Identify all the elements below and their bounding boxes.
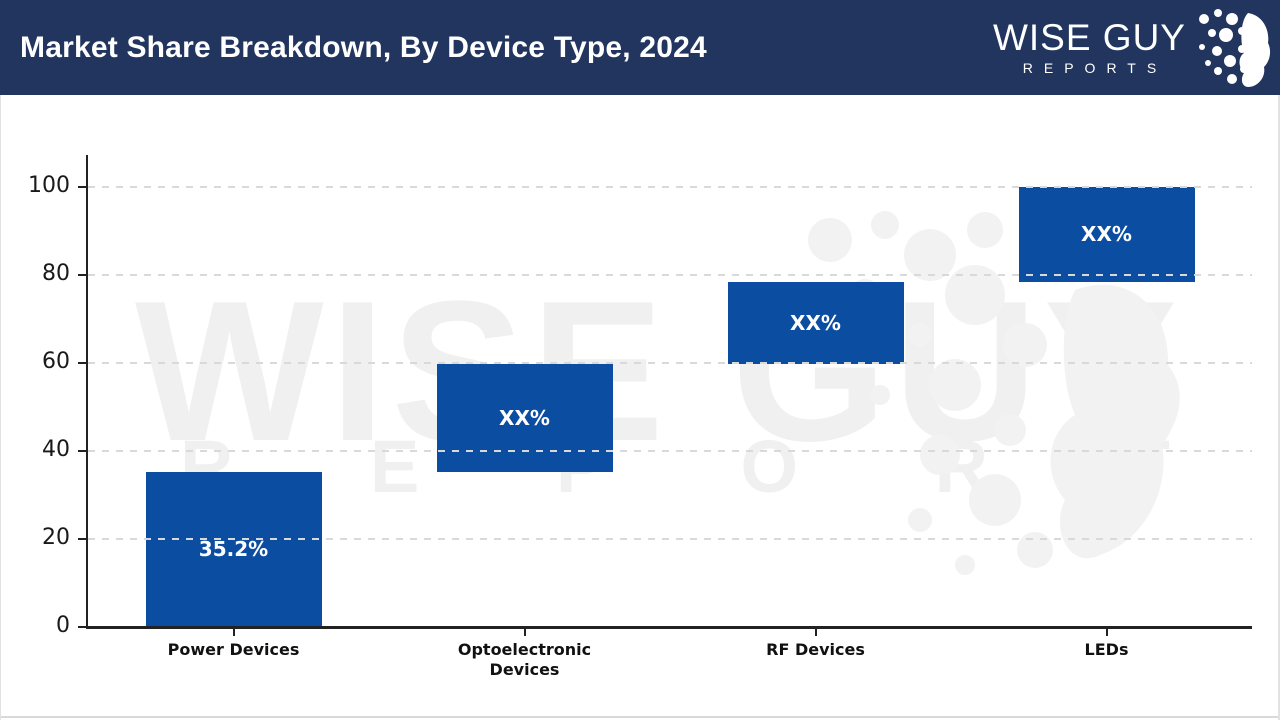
bar-rf-devices: XX% <box>727 281 904 365</box>
x-tick-label: RF Devices <box>766 639 865 659</box>
gridline <box>88 186 1252 188</box>
right-edge-line <box>1278 95 1280 720</box>
y-tick-mark <box>78 273 86 276</box>
gridline <box>88 273 1252 276</box>
gridline <box>88 537 1252 540</box>
x-tick-label: Optoelectronic Devices <box>457 639 592 680</box>
x-tick-mark <box>1105 627 1108 636</box>
x-tick-mark <box>232 627 235 636</box>
bottom-edge-line <box>0 716 1280 718</box>
x-axis <box>86 625 1252 629</box>
x-tick-mark <box>814 627 817 636</box>
y-tick-mark <box>78 625 86 628</box>
x-tick-label: LEDs <box>1084 639 1129 659</box>
y-tick-label: 100 <box>28 173 70 198</box>
bar-power-devices: 35.2% <box>145 471 322 627</box>
y-tick-label: 80 <box>42 260 70 286</box>
x-tick-mark <box>523 627 526 636</box>
brand-logo: WISE GUY REPORTS <box>993 5 1280 91</box>
y-tick-mark <box>78 449 86 452</box>
brand-subname: REPORTS <box>1022 60 1168 76</box>
y-tick-mark <box>78 186 86 188</box>
brand-name: WISE GUY <box>992 17 1186 58</box>
y-tick-mark <box>78 361 86 364</box>
brand-logo-text: WISE GUY REPORTS <box>993 19 1186 76</box>
y-tick-mark <box>78 537 86 540</box>
y-tick-label: 40 <box>42 436 70 462</box>
page-title: Market Share Breakdown, By Device Type, … <box>20 30 707 64</box>
bar-value-label: XX% <box>790 311 841 335</box>
left-edge-line <box>0 95 1 720</box>
bar-value-label: XX% <box>499 405 550 430</box>
bar-optoelectronic-devices: XX% <box>436 364 613 472</box>
x-tick-label: Power Devices <box>167 639 300 659</box>
y-tick-label: 60 <box>42 348 70 374</box>
gridline <box>88 361 1252 364</box>
bar-leds: XX% <box>1018 187 1195 282</box>
y-tick-label: 0 <box>56 612 70 638</box>
brand-head-icon <box>1199 8 1271 87</box>
y-tick-label: 20 <box>42 524 70 550</box>
y-axis <box>86 155 88 629</box>
bar-value-label: 35.2% <box>198 537 269 562</box>
gridline <box>88 449 1252 452</box>
bar-value-label: XX% <box>1081 222 1132 247</box>
header-bar: Market Share Breakdown, By Device Type, … <box>0 0 1280 95</box>
